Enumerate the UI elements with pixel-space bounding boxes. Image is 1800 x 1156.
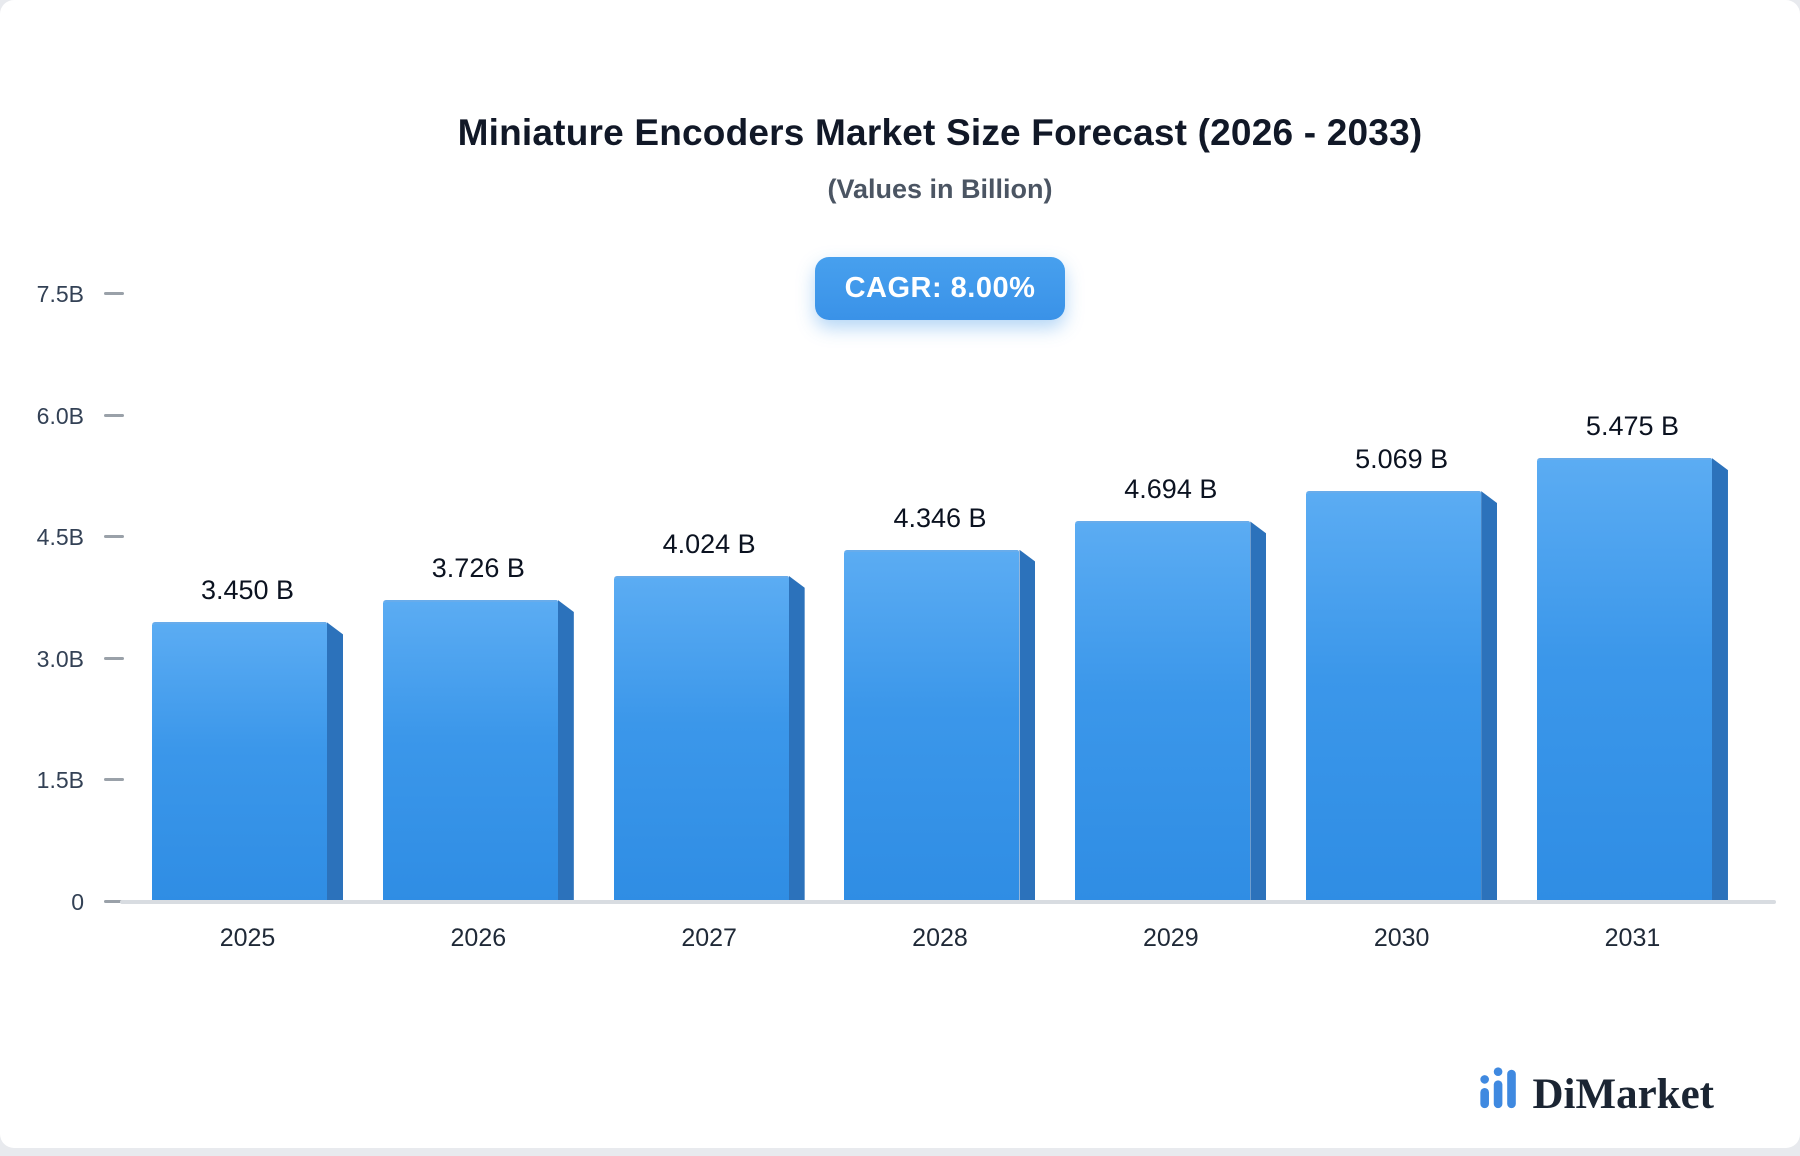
y-tick-label: 0 (71, 889, 84, 915)
y-tick-label: 4.5B (36, 524, 84, 551)
y-tick-label: 3.0B (36, 645, 84, 672)
bar-side (1711, 458, 1728, 902)
bar-face (613, 575, 789, 902)
bar-2031: 5.475 B (1536, 411, 1728, 902)
y-tick-label: 7.5B (36, 281, 84, 307)
bar-group-2026: 3.726 B 2026 (382, 294, 574, 952)
bar-side (327, 622, 343, 902)
bar-value-label: 5.069 B (1355, 444, 1449, 475)
y-tick-label: 6.0B (36, 402, 84, 429)
bar-value-label: 3.726 B (431, 552, 525, 583)
bar-side (788, 575, 805, 902)
plot-area: 3.450 B 2025 3.726 B 2026 4.024 B 2027 4.346 B… (152, 294, 1728, 952)
bar-value-label: 4.694 B (1124, 474, 1218, 505)
x-axis-line (120, 900, 1776, 904)
y-tick-mark (104, 778, 124, 782)
chart-header: Miniature Encoders Market Size Forecast … (80, 0, 1800, 320)
bar-face (152, 622, 327, 902)
bar-2026: 3.726 B (382, 553, 574, 902)
bar-face (1306, 491, 1482, 902)
cagr-badge: CAGR: 8.00% (814, 257, 1066, 320)
bar-group-2030: 5.069 B 2030 (1306, 294, 1498, 952)
bar-2028: 4.346 B (844, 503, 1036, 902)
bar-value-label: 4.024 B (662, 528, 756, 559)
bar-2030: 5.069 B (1306, 444, 1498, 902)
chart-title: Miniature Encoders Market Size Forecast … (457, 112, 1423, 153)
bar-group-2027: 4.024 B 2027 (613, 294, 805, 952)
chart-subtitle: (Values in Billion) (827, 174, 1053, 204)
bar-group-2028: 4.346 B 2028 (844, 294, 1036, 952)
bar-group-2025: 3.450 B 2025 (152, 294, 343, 952)
bar-face (1536, 458, 1712, 902)
bar-face (844, 549, 1020, 902)
logo-text: DiMarket (1532, 1071, 1715, 1118)
bar-chart-logo-icon (1477, 1065, 1523, 1116)
bar-face (382, 599, 558, 902)
bar-side (1019, 549, 1036, 902)
y-tick-mark (104, 535, 124, 539)
bar-side (557, 599, 574, 902)
y-tick-mark (104, 656, 124, 660)
bar-group-2029: 4.694 B 2029 (1075, 294, 1267, 952)
y-tick-label: 1.5B (36, 767, 84, 794)
x-axis-label-2026: 2026 (450, 924, 507, 952)
x-axis-label-2027: 2027 (681, 924, 737, 952)
bar-value-label: 3.450 B (200, 575, 295, 606)
bar-side (1250, 521, 1267, 902)
bar-value-label: 4.346 B (893, 502, 987, 533)
bar-2027: 4.024 B (613, 529, 805, 902)
x-axis-label-2031: 2031 (1604, 924, 1661, 952)
y-tick-mark (104, 413, 124, 417)
x-axis-label-2025: 2025 (219, 924, 276, 952)
bar-2029: 4.694 B (1075, 474, 1267, 902)
dimarket-logo: DiMarket (1477, 1065, 1715, 1118)
bar-value-label: 5.475 B (1585, 411, 1680, 442)
x-axis-label-2028: 2028 (912, 924, 968, 952)
bar-2025: 3.450 B (152, 575, 343, 902)
bar-group-2031: 5.475 B 2031 (1536, 294, 1728, 952)
bar-face (1075, 521, 1251, 902)
x-axis-label-2030: 2030 (1373, 924, 1430, 952)
x-axis-label-2029: 2029 (1143, 924, 1199, 952)
bar-side (1481, 491, 1498, 902)
